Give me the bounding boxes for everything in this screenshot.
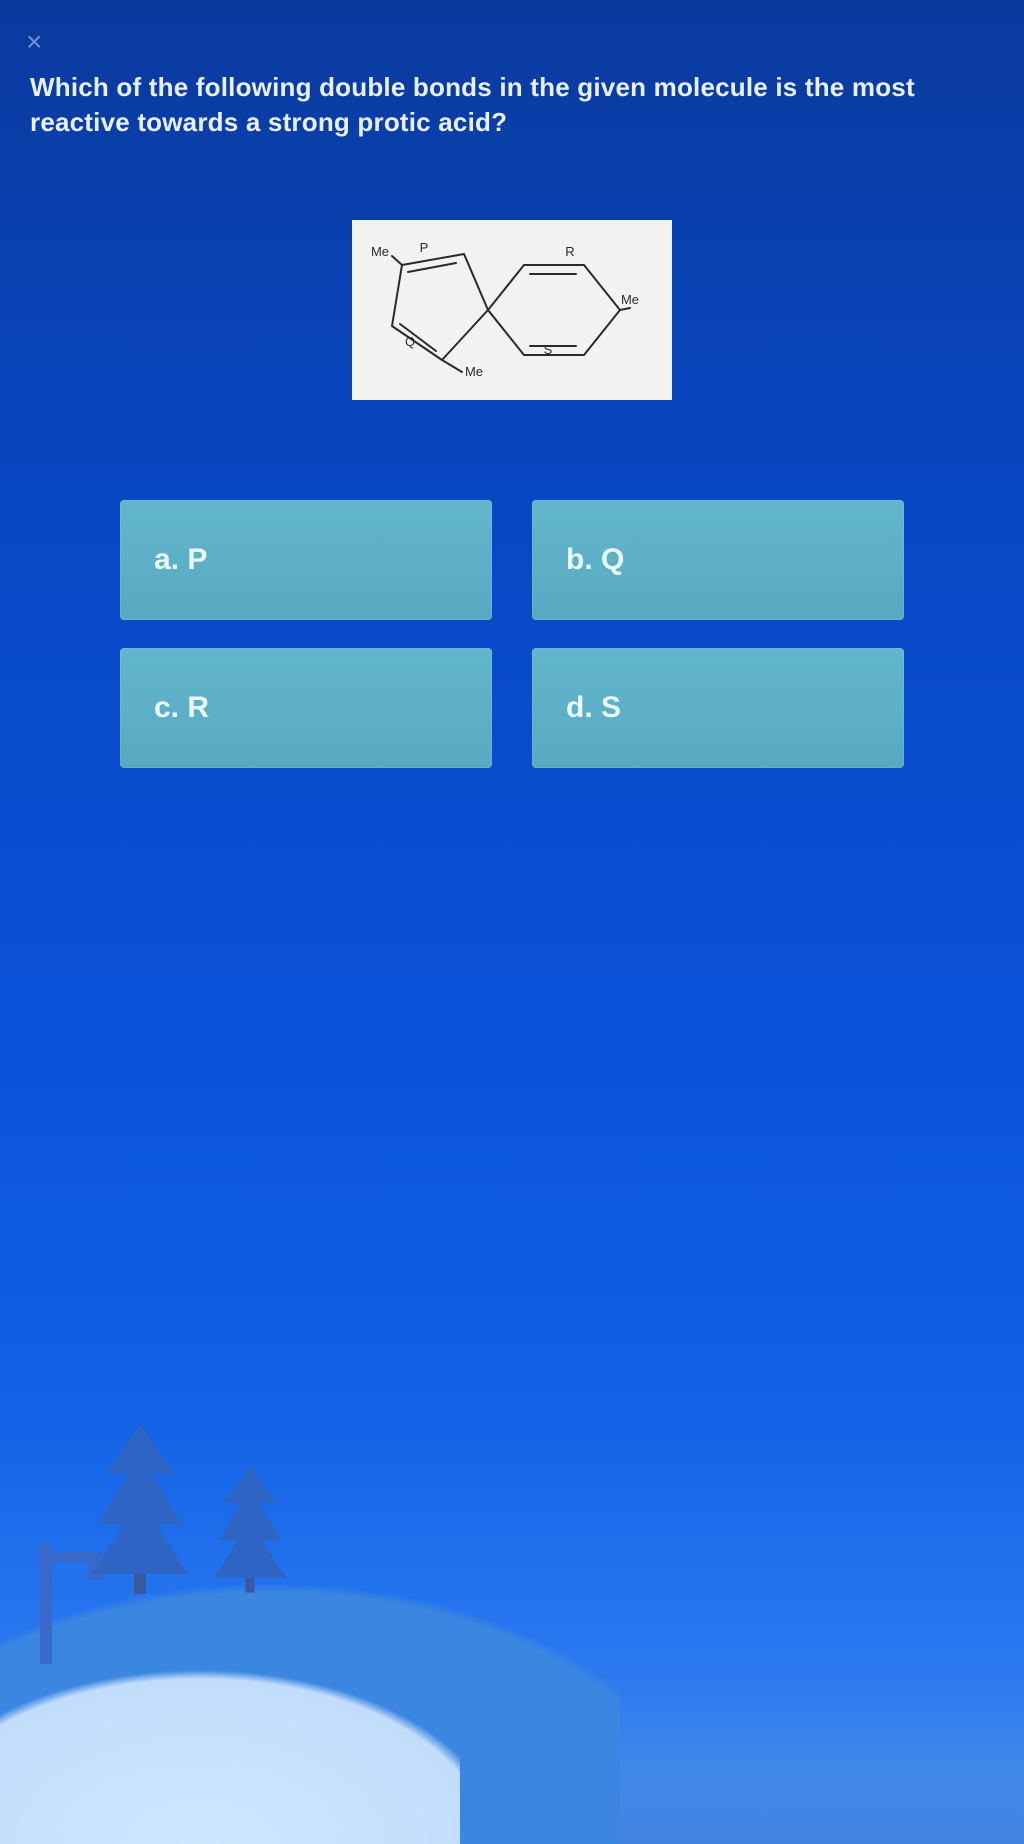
option-label: c. R <box>154 691 209 725</box>
option-s-button[interactable]: d. S <box>532 648 904 768</box>
svg-text:R: R <box>565 244 574 259</box>
option-label: a. P <box>154 543 207 577</box>
tree-icon <box>90 1424 190 1594</box>
close-icon[interactable]: × <box>26 26 42 58</box>
question-block: Which of the following double bonds in t… <box>30 70 994 140</box>
svg-text:S: S <box>544 342 553 357</box>
signpost <box>40 1544 52 1664</box>
hill-front <box>0 1544 460 1844</box>
option-label: b. Q <box>566 543 624 577</box>
options-grid: a. P b. Q c. R d. S <box>120 500 904 768</box>
ground-gradient <box>0 1724 1024 1844</box>
decorative-scenery <box>0 844 1024 1844</box>
svg-text:Me: Me <box>621 292 639 307</box>
molecule-diagram: Me Me Me P Q R S <box>352 220 672 400</box>
svg-text:P: P <box>420 240 429 255</box>
option-p-button[interactable]: a. P <box>120 500 492 620</box>
option-label: d. S <box>566 691 621 725</box>
svg-text:Me: Me <box>465 364 483 379</box>
svg-text:Me: Me <box>371 244 389 259</box>
svg-text:Q: Q <box>405 334 415 349</box>
tree-icon <box>213 1465 288 1593</box>
option-q-button[interactable]: b. Q <box>532 500 904 620</box>
hill-back <box>0 1424 620 1844</box>
question-text: Which of the following double bonds in t… <box>30 70 994 140</box>
option-r-button[interactable]: c. R <box>120 648 492 768</box>
